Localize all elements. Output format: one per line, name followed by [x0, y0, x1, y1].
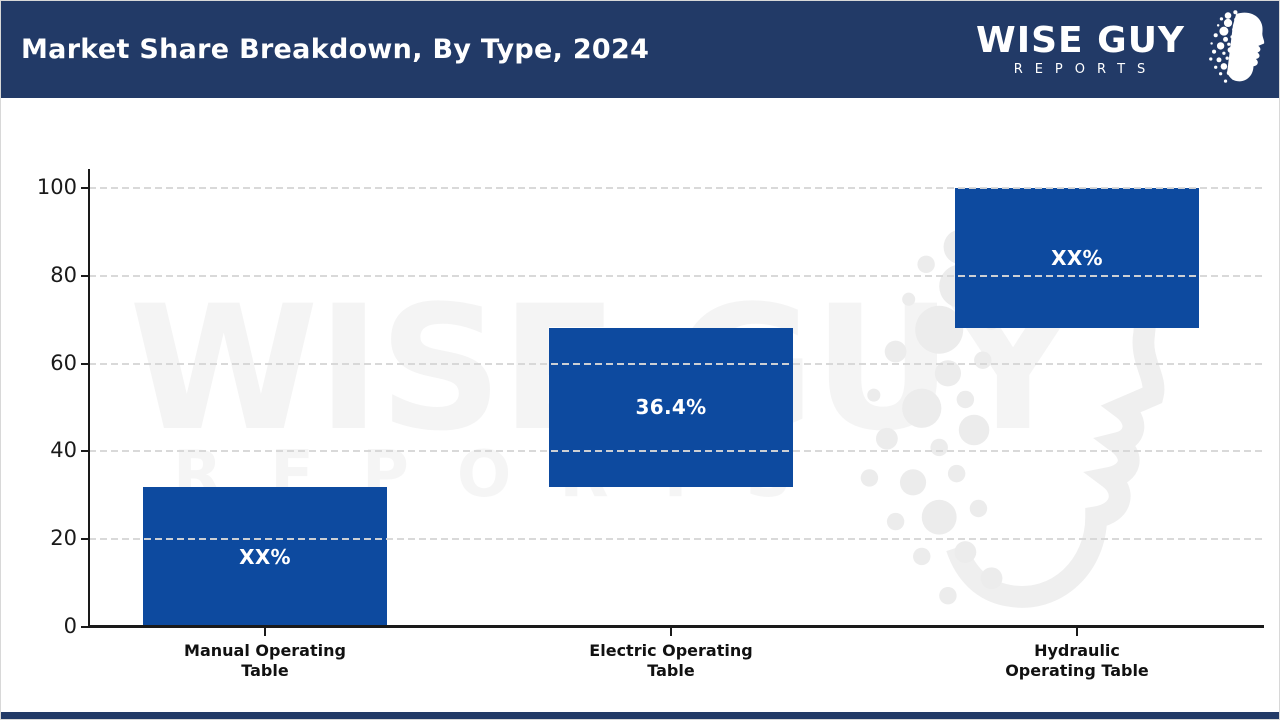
bar-value-label: XX% [239, 545, 291, 570]
x-category-label-line: Manual Operating [184, 641, 346, 660]
y-tick-label: 20 [50, 526, 77, 551]
logo-dot-head-icon [1209, 9, 1265, 83]
bar-value-label: 36.4% [635, 395, 707, 420]
wise-guy-reports-logo: WISE GUY REPORTS [976, 1, 1269, 98]
footer-bar [1, 712, 1279, 719]
gridline-80 [89, 274, 1263, 277]
y-tick-mark [81, 450, 89, 453]
bar-value-label: XX% [1051, 245, 1103, 270]
x-category-label: Electric Operating Table [511, 641, 831, 681]
y-tick-label: 0 [63, 614, 77, 638]
header-bar: Market Share Breakdown, By Type, 2024 WI… [1, 1, 1279, 98]
y-tick-mark [81, 274, 89, 277]
y-tick-mark [81, 626, 89, 628]
gridline-60 [89, 362, 1263, 365]
x-category-label-line: Hydraulic [1034, 641, 1120, 660]
page-title: Market Share Breakdown, By Type, 2024 [21, 34, 650, 65]
y-tick-label: 80 [50, 262, 77, 287]
y-tick-mark [81, 187, 89, 189]
gridline-100 [89, 187, 1263, 189]
y-tick-label: 100 [36, 175, 77, 199]
logo-text: WISE GUY REPORTS [975, 20, 1185, 77]
y-axis-line [88, 169, 90, 627]
y-tick-mark [81, 362, 89, 365]
y-tick-label: 60 [50, 350, 77, 375]
logo-wordmark: WISE GUY [975, 20, 1185, 61]
y-tick-label: 40 [50, 438, 77, 463]
x-axis-line [88, 625, 1264, 628]
x-tick-mark [670, 627, 672, 636]
bar-segment: 36.4% [549, 327, 793, 488]
x-category-label-line: Table [241, 661, 289, 680]
x-tick-mark [1076, 627, 1078, 636]
x-category-label-line: Electric Operating [589, 641, 753, 660]
gridline-40 [89, 450, 1263, 453]
x-tick-mark [264, 627, 266, 636]
bar-segment: XX% [955, 188, 1199, 328]
x-category-label: Manual Operating Table [105, 641, 425, 681]
x-category-label-line: Operating Table [1005, 661, 1149, 680]
logo-subtitle: REPORTS [1013, 62, 1158, 77]
x-category-label: Hydraulic Operating Table [917, 641, 1237, 681]
bar-segment: XX% [143, 487, 387, 627]
gridline-20 [89, 538, 1263, 541]
y-tick-mark [81, 538, 89, 541]
x-category-label-line: Table [647, 661, 695, 680]
